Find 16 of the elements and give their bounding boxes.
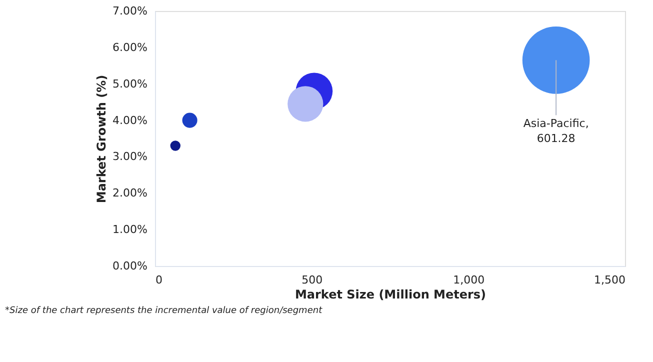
y-tick-label: 0.00% <box>112 260 148 272</box>
y-axis-title: Market Growth (%) <box>94 74 109 204</box>
text: *Size of the chart represents the incremental value of region/segment <box>5 306 323 316</box>
x-tick-label: 500 <box>302 274 323 286</box>
y-tick-label: 3.00% <box>112 150 148 164</box>
y-tick-label: 6.00% <box>112 40 148 54</box>
x-tick-label: 1,000 <box>453 274 485 286</box>
x-tick-label: 1,500 <box>594 274 626 286</box>
annotation: Asia-Pacific, 601.28 <box>523 117 589 146</box>
y-tick-label: 7.00% <box>112 4 148 18</box>
y-tick-label: 4.00% <box>112 114 148 127</box>
y-tick-label: 2.00% <box>112 186 148 200</box>
y-tick-label: 1.00% <box>112 223 148 236</box>
y-tick-label: 5.00% <box>112 77 148 90</box>
x-tick-label: 0 <box>156 274 162 286</box>
x-axis-title: Market Size (Million Meters) <box>294 288 486 302</box>
